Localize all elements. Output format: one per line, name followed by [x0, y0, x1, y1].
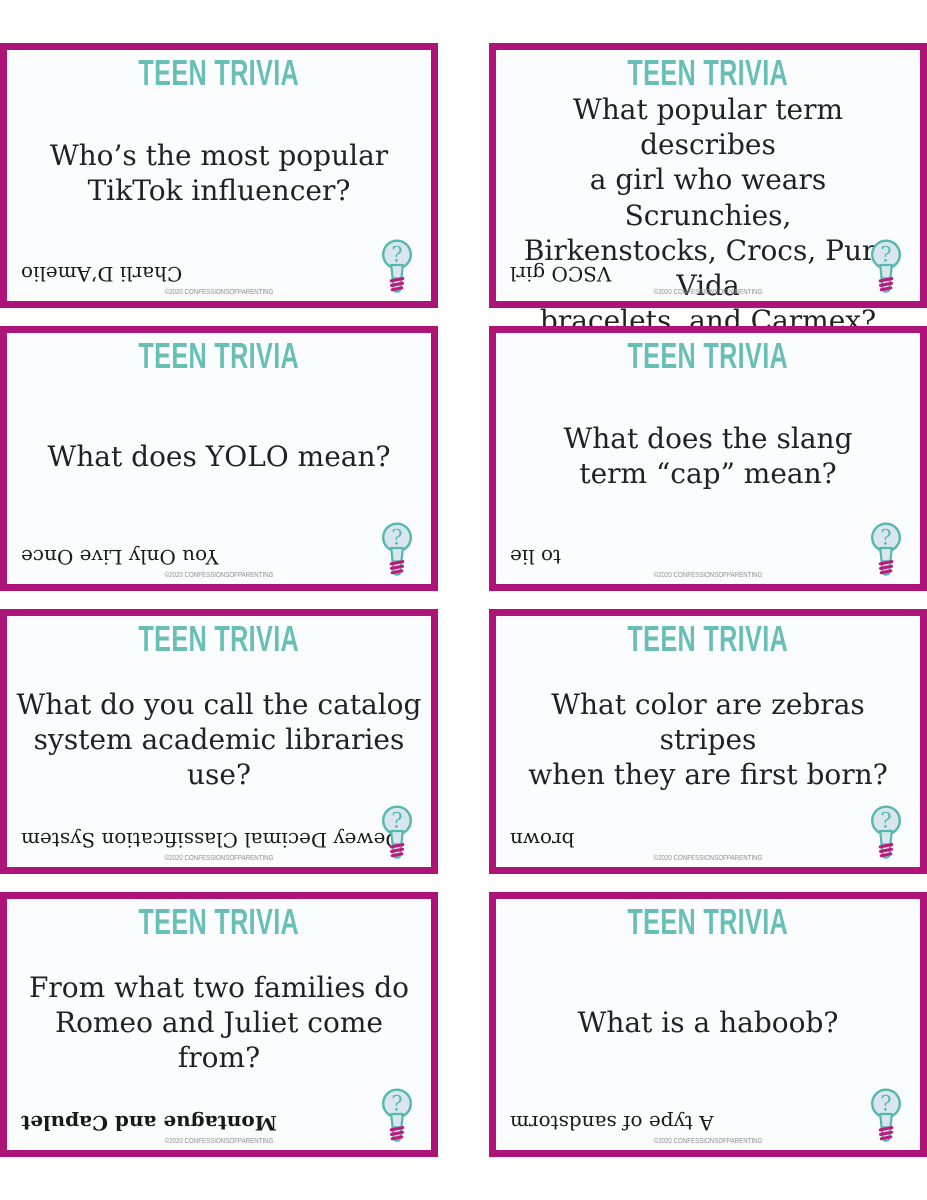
lightbulb-question-icon: ? — [377, 804, 417, 861]
card-title: TEEN TRIVIA — [627, 52, 789, 93]
copyright-text: ©2020 CONFESSIONSOFPARENTING — [653, 572, 763, 579]
lightbulb-question-icon: ? — [377, 1087, 417, 1144]
svg-text:?: ? — [391, 526, 402, 550]
card-title: TEEN TRIVIA — [627, 901, 789, 942]
lightbulb-question-icon: ? — [866, 1087, 906, 1144]
answer-text-upside-down: Charli D’Amelio — [21, 262, 183, 286]
answer-text-upside-down: Dewey Decimal Classification System — [21, 828, 402, 852]
svg-text:?: ? — [880, 809, 891, 833]
copyright-text: ©2020 CONFESSIONSOFPARENTING — [653, 289, 763, 296]
question-text: What does YOLO mean? — [47, 439, 391, 473]
lightbulb-question-icon: ? — [377, 521, 417, 578]
svg-text:?: ? — [391, 243, 402, 267]
trivia-card: TEEN TRIVIA From what two families do Ro… — [0, 892, 438, 1157]
svg-text:?: ? — [880, 1092, 891, 1116]
cards-grid: TEEN TRIVIA Who’s the most popular TikTo… — [0, 43, 927, 1157]
trivia-card: TEEN TRIVIA What does YOLO mean? You Onl… — [0, 326, 438, 591]
question-text: From what two families do Romeo and Juli… — [28, 970, 410, 1075]
question-text: What do you call the catalog system acad… — [16, 687, 422, 792]
copyright-text: ©2020 CONFESSIONSOFPARENTING — [653, 855, 763, 862]
question-text: What is a haboob? — [577, 1005, 839, 1039]
copyright-text: ©2020 CONFESSIONSOFPARENTING — [164, 1138, 274, 1145]
trivia-card: TEEN TRIVIA What popular term describes … — [489, 43, 927, 337]
answer-text-upside-down: A type of sandstorm — [510, 1111, 714, 1135]
trivia-card: TEEN TRIVIA What color are zebras stripe… — [489, 609, 927, 874]
lightbulb-question-icon: ? — [866, 238, 906, 295]
copyright-text: ©2020 CONFESSIONSOFPARENTING — [653, 1138, 763, 1145]
copyright-text: ©2020 CONFESSIONSOFPARENTING — [164, 572, 274, 579]
answer-text-upside-down: VSCO girl — [510, 262, 612, 286]
answer-text-upside-down: to lie — [510, 545, 562, 569]
question-text: Who’s the most popular TikTok influencer… — [49, 139, 389, 208]
copyright-text: ©2020 CONFESSIONSOFPARENTING — [164, 855, 274, 862]
lightbulb-question-icon: ? — [866, 804, 906, 861]
copyright-text: ©2020 CONFESSIONSOFPARENTING — [164, 289, 274, 296]
card-title: TEEN TRIVIA — [627, 335, 789, 376]
svg-text:?: ? — [391, 1092, 402, 1116]
question-text: What color are zebras stripes when they … — [528, 687, 888, 792]
lightbulb-question-icon: ? — [377, 238, 417, 295]
card-title: TEEN TRIVIA — [138, 52, 300, 93]
card-title: TEEN TRIVIA — [138, 618, 300, 659]
card-title: TEEN TRIVIA — [627, 618, 789, 659]
trivia-card: TEEN TRIVIA What does the slang term “ca… — [489, 326, 927, 591]
svg-text:?: ? — [880, 243, 891, 267]
question-text: What does the slang term “cap” mean? — [563, 422, 853, 491]
trivia-card: TEEN TRIVIA Who’s the most popular TikTo… — [0, 43, 438, 308]
card-title: TEEN TRIVIA — [138, 901, 300, 942]
answer-text-upside-down: You Only Live Once — [21, 545, 219, 569]
answer-text-upside-down: brown — [510, 828, 575, 852]
svg-text:?: ? — [880, 526, 891, 550]
lightbulb-question-icon: ? — [866, 521, 906, 578]
trivia-card: TEEN TRIVIA What is a haboob? A type of … — [489, 892, 927, 1157]
card-title: TEEN TRIVIA — [138, 335, 300, 376]
answer-text-upside-down: Montague and Capulet — [21, 1111, 277, 1135]
trivia-card: TEEN TRIVIA What do you call the catalog… — [0, 609, 438, 874]
svg-text:?: ? — [391, 809, 402, 833]
question-text: What popular term describes a girl who w… — [523, 92, 893, 338]
